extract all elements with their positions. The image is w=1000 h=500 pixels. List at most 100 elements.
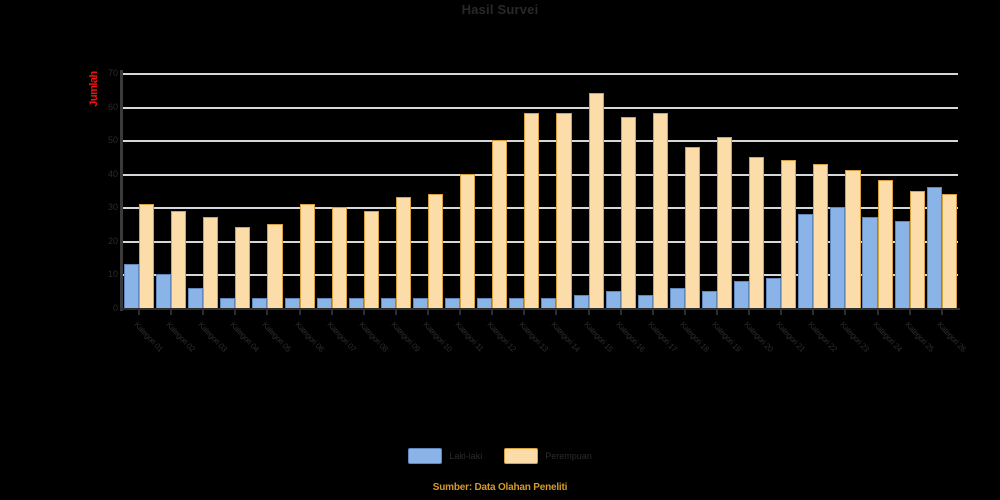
bar-series2[interactable] [139,203,155,308]
bar-series2[interactable] [877,180,893,308]
bar-series1[interactable] [573,294,589,308]
x-axis-tick-mark [412,308,444,316]
bar-group[interactable] [605,73,637,308]
bar-series1[interactable] [766,277,782,308]
bar-group[interactable] [284,73,316,308]
bar-series2[interactable] [524,113,540,308]
x-label-slot: Kategori 13 [508,318,550,398]
bar-series2[interactable] [749,156,765,308]
bar-series1[interactable] [252,297,268,308]
bar-series1[interactable] [348,297,364,308]
bar-group[interactable] [444,73,476,308]
bar-series2[interactable] [395,197,411,308]
x-axis-tick-mark [733,308,765,316]
bar-series2[interactable] [909,190,925,308]
bar-group[interactable] [669,73,701,308]
x-label-slot: Kategori 25 [894,318,935,398]
bar-series2[interactable] [331,207,347,308]
bar-group[interactable] [476,73,508,308]
chart-caption: Sumber: Data Olahan Peneliti [432,482,568,493]
bar-series1[interactable] [284,297,300,308]
bar-series1[interactable] [445,297,461,308]
legend-item[interactable]: Perempuan [504,448,592,464]
bar-series2[interactable] [813,163,829,308]
bar-series2[interactable] [717,136,733,308]
bar-series2[interactable] [299,203,315,308]
chart-legend: Laki-laki Perempuan [0,448,1000,464]
bar-group[interactable] [219,73,251,308]
bar-series1[interactable] [412,297,429,308]
bar-group[interactable] [251,73,283,308]
bar-series2[interactable] [171,210,187,308]
x-axis-tick-mark [251,308,283,316]
bar-group[interactable] [894,73,926,308]
bar-series1[interactable] [734,281,750,308]
bar-series2[interactable] [363,210,379,308]
legend-label: Laki-laki [449,451,483,461]
bar-group[interactable] [123,73,155,308]
bar-group[interactable] [637,73,669,308]
bar-group[interactable] [316,73,348,308]
bar-group[interactable] [701,73,733,308]
bar-group[interactable] [348,73,380,308]
bar-series1[interactable] [316,297,332,308]
bar-series1[interactable] [220,297,236,308]
bar-series2[interactable] [620,116,636,308]
bar-group[interactable] [380,73,412,308]
bar-series1[interactable] [188,287,204,308]
legend-swatch-icon [504,448,539,464]
bar-series2[interactable] [652,113,668,308]
bar-series1[interactable] [380,297,396,308]
bar-series1[interactable] [637,294,653,308]
bar-series1[interactable] [862,217,878,308]
bar-series1[interactable] [894,220,910,308]
bar-series1[interactable] [541,297,557,308]
y-axis-tick-label: 60 [107,101,118,112]
bar-series1[interactable] [701,291,718,308]
bar-group[interactable] [412,73,444,308]
x-axis-tick-mark [508,308,540,316]
bar-series1[interactable] [156,274,172,308]
bar-series2[interactable] [941,193,957,308]
x-label-slot: Kategori 03 [187,318,229,398]
bar-group[interactable] [573,73,605,308]
bar-series2[interactable] [235,227,251,308]
bar-series2[interactable] [460,173,476,308]
x-label-slot: Kategori 15 [573,318,614,398]
x-axis-tick-mark [573,308,605,316]
bar-group[interactable] [508,73,540,308]
bar-series1[interactable] [605,291,621,308]
bar-series1[interactable] [509,297,525,308]
bar-series2[interactable] [781,160,797,308]
x-axis-tick-mark [316,308,348,316]
bar-series2[interactable] [684,146,700,308]
bar-series1[interactable] [830,207,846,308]
bar-group[interactable] [926,73,958,308]
x-label-slot: Kategori 12 [476,318,518,398]
bar-group[interactable] [155,73,187,308]
bar-group[interactable] [862,73,894,308]
bar-group[interactable] [733,73,765,308]
bar-series1[interactable] [123,264,140,308]
bar-series1[interactable] [926,187,942,308]
bar-series2[interactable] [492,140,508,308]
bar-group[interactable] [797,73,829,308]
bar-series2[interactable] [428,193,444,308]
bar-group[interactable] [765,73,797,308]
bar-series2[interactable] [267,224,283,308]
bar-group[interactable] [187,73,219,308]
bar-series1[interactable] [477,297,493,308]
bar-series2[interactable] [588,93,604,308]
bar-series2[interactable] [845,170,861,308]
bar-series2[interactable] [556,113,572,308]
bar-series1[interactable] [669,287,685,308]
bar-group[interactable] [829,73,861,308]
x-axis-tick-mark [797,308,829,316]
bar-series1[interactable] [798,214,814,308]
legend-item[interactable]: Laki-laki [408,448,482,464]
x-axis-tick-mark [765,308,797,316]
bar-series2[interactable] [203,217,219,308]
x-label-slot: Kategori 11 [444,318,486,398]
bar-group[interactable] [540,73,572,308]
x-label-slot: Kategori 26 [926,318,967,398]
